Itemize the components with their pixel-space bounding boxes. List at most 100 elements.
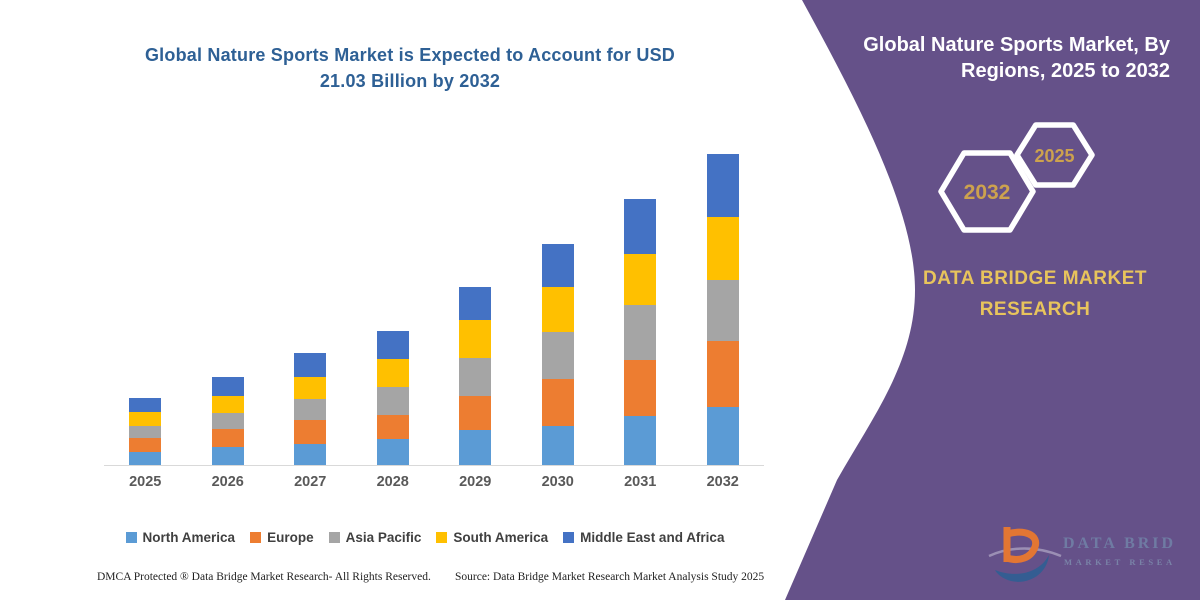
segment-south-america xyxy=(129,412,162,426)
bar-slot-2026 xyxy=(187,376,269,465)
logo-d-swoosh xyxy=(995,555,1049,582)
stacked-bar-2028 xyxy=(376,331,409,465)
x-axis-labels: 2025 2026 2027 2028 2029 2030 2031 2032 xyxy=(104,474,764,490)
segment-middle-east-and-africa xyxy=(129,398,162,413)
segment-middle-east-and-africa xyxy=(541,244,574,288)
segment-north-america xyxy=(624,416,657,465)
stacked-bar-2029 xyxy=(459,287,492,465)
chart-title-line2: 21.03 Billion by 2032 xyxy=(319,71,501,91)
x-tick-2027: 2027 xyxy=(294,474,327,490)
legend-item-south-america: South America xyxy=(436,530,548,545)
legend-item-europe: Europe xyxy=(250,530,314,545)
segment-north-america xyxy=(129,452,162,465)
panel-title-line1: Global Nature Sports Market, By xyxy=(863,34,1170,56)
legend-item-north-america: North America xyxy=(125,530,236,545)
bar-slot-2027 xyxy=(269,352,351,465)
segment-middle-east-and-africa xyxy=(294,352,327,377)
segment-north-america xyxy=(459,429,492,465)
legend-swatch xyxy=(250,532,262,543)
segment-asia-pacific xyxy=(294,399,327,421)
bar-slot-2030 xyxy=(517,244,599,465)
brand-wordmark: DATA BRIDGE MARKET RESEARCH xyxy=(923,268,1147,320)
legend-swatch xyxy=(563,532,575,543)
legend-swatch xyxy=(328,532,340,543)
bar-slot-2028 xyxy=(352,331,434,465)
segment-asia-pacific xyxy=(459,357,492,396)
segment-middle-east-and-africa xyxy=(459,287,492,321)
stacked-bar-2031 xyxy=(624,199,657,465)
legend-label: Middle East and Africa xyxy=(580,530,725,545)
logo-light-swoosh xyxy=(988,547,1062,558)
panel-title: Global Nature Sports Market, By Regions,… xyxy=(860,32,1170,84)
hexagon-year-2025: 2025 xyxy=(1034,146,1074,166)
dmca-footnote: DMCA Protected ® Data Bridge Market Rese… xyxy=(97,571,431,583)
hexagon-2025-outline xyxy=(1014,122,1095,188)
segment-asia-pacific xyxy=(211,413,244,429)
stacked-bar-2025 xyxy=(129,398,162,465)
segment-north-america xyxy=(376,438,409,465)
chart-legend: North America Europe Asia Pacific South Ame… xyxy=(75,530,775,545)
segment-europe xyxy=(706,340,739,407)
segment-north-america xyxy=(706,407,739,465)
legend-label: South America xyxy=(453,530,549,545)
stacked-bar-2026 xyxy=(211,376,244,465)
segment-europe xyxy=(376,414,409,439)
segment-europe xyxy=(624,360,657,417)
segment-north-america xyxy=(211,447,244,465)
logo-text-market-research: MARKET RESEARCH xyxy=(1064,557,1175,567)
segment-south-america xyxy=(294,376,327,400)
bar-slot-2025 xyxy=(104,398,186,465)
segment-europe xyxy=(541,378,574,426)
legend-swatch xyxy=(436,532,448,543)
segment-europe xyxy=(459,395,492,430)
stacked-bar-plot xyxy=(104,150,764,466)
x-tick-2028: 2028 xyxy=(376,474,409,490)
hexagon-year-2032: 2032 xyxy=(964,181,1011,204)
segment-asia-pacific xyxy=(541,332,574,379)
logo-b-bowl xyxy=(1005,528,1040,564)
x-tick-2031: 2031 xyxy=(624,474,657,490)
stacked-bar-2032 xyxy=(706,153,739,465)
legend-item-asia-pacific: Asia Pacific xyxy=(328,530,422,545)
legend-label: Europe xyxy=(267,530,314,545)
legend-label: North America xyxy=(142,530,236,545)
x-tick-2030: 2030 xyxy=(541,474,574,490)
hexagon-year-badges: 2032 2025 xyxy=(938,122,1095,233)
segment-asia-pacific xyxy=(376,386,409,415)
x-tick-2026: 2026 xyxy=(211,474,244,490)
x-tick-2029: 2029 xyxy=(459,474,492,490)
segment-europe xyxy=(129,438,162,452)
chart-title-line1: Global Nature Sports Market is Expected … xyxy=(144,45,676,65)
segment-asia-pacific xyxy=(706,279,739,341)
segment-asia-pacific xyxy=(129,425,162,439)
segment-south-america xyxy=(624,253,657,305)
segment-south-america xyxy=(376,358,409,387)
legend-swatch xyxy=(125,532,137,543)
x-tick-2025: 2025 xyxy=(129,474,162,490)
segment-north-america xyxy=(541,425,574,465)
segment-europe xyxy=(294,420,327,444)
x-tick-2032: 2032 xyxy=(706,474,739,490)
bar-slot-2031 xyxy=(599,199,681,465)
hexagon-2032-outline xyxy=(938,150,1036,233)
segment-middle-east-and-africa xyxy=(624,199,657,254)
segment-europe xyxy=(211,428,244,448)
bar-slot-2029 xyxy=(434,287,516,465)
stacked-bar-2027 xyxy=(294,352,327,465)
source-footnote: Source: Data Bridge Market Research Mark… xyxy=(455,571,765,583)
segment-south-america xyxy=(541,287,574,333)
segment-middle-east-and-africa xyxy=(376,331,409,359)
data-bridge-logo: DATA BRIDGE MARKET RESEARCH xyxy=(988,527,1175,582)
segment-asia-pacific xyxy=(624,304,657,361)
segment-middle-east-and-africa xyxy=(706,153,739,217)
stacked-bar-2030 xyxy=(541,244,574,465)
segment-middle-east-and-africa xyxy=(211,376,244,396)
logo-text-data-bridge: DATA BRIDGE xyxy=(1063,535,1175,552)
segment-south-america xyxy=(706,216,739,280)
bar-slot-2032 xyxy=(682,153,764,465)
legend-label: Asia Pacific xyxy=(345,530,422,545)
chart-title: Global Nature Sports Market is Expected … xyxy=(110,42,710,94)
segment-north-america xyxy=(294,443,327,465)
legend-item-middle-east-and-africa: Middle East and Africa xyxy=(563,530,724,545)
